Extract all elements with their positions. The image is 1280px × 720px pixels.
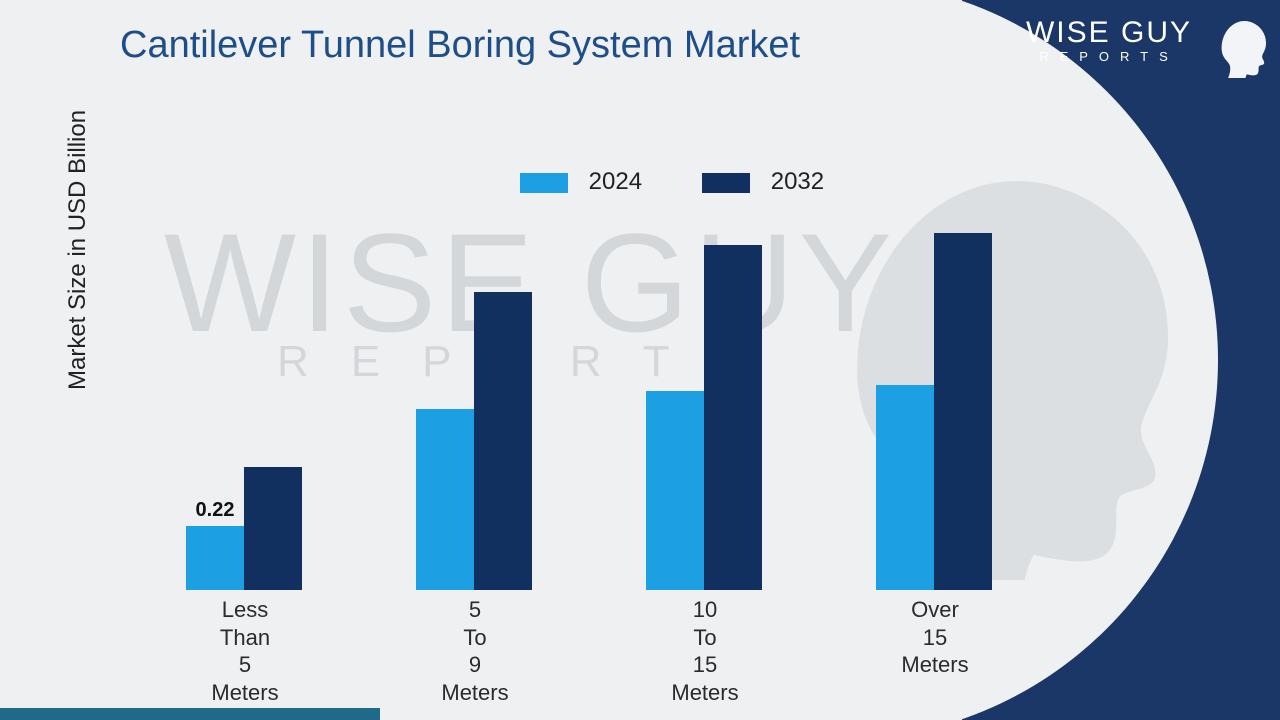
brand-line2: REPORTS — [1026, 50, 1192, 63]
bar-2032 — [704, 245, 762, 590]
category-label: 10 To 15 Meters — [620, 590, 790, 706]
y-axis-label: Market Size in USD Billion — [64, 110, 92, 390]
legend-label-2024: 2024 — [589, 168, 642, 195]
category-label: Less Than 5 Meters — [160, 590, 330, 706]
bar-2024 — [876, 385, 934, 590]
legend-label-2032: 2032 — [771, 168, 824, 195]
legend: 2024 2032 — [520, 168, 824, 196]
chart-slide: WISE GUY REPORTS Cantilever Tunnel Borin… — [0, 0, 1280, 720]
bar-value-label: 0.22 — [186, 499, 244, 526]
bar-2032 — [474, 292, 532, 590]
legend-item-2024: 2024 — [520, 168, 642, 196]
brand-line1: WISE GUY — [1026, 18, 1192, 48]
bar-2032 — [244, 467, 302, 590]
bar-2024: 0.22 — [186, 526, 244, 590]
bottom-accent-bar — [0, 708, 380, 720]
bar-2024 — [646, 391, 704, 590]
legend-item-2032: 2032 — [702, 168, 824, 196]
chart-title: Cantilever Tunnel Boring System Market — [120, 24, 840, 68]
category-label: 5 To 9 Meters — [390, 590, 560, 706]
brand-logo: WISE GUY REPORTS — [1026, 18, 1192, 63]
bar-chart: 0.22Less Than 5 Meters5 To 9 Meters10 To… — [130, 210, 1010, 590]
bar-2024 — [416, 409, 474, 590]
legend-swatch-2024 — [520, 173, 568, 193]
legend-swatch-2032 — [702, 173, 750, 193]
brand-head-icon — [1208, 18, 1276, 78]
bar-2032 — [934, 233, 992, 590]
category-label: Over 15 Meters — [850, 590, 1020, 679]
